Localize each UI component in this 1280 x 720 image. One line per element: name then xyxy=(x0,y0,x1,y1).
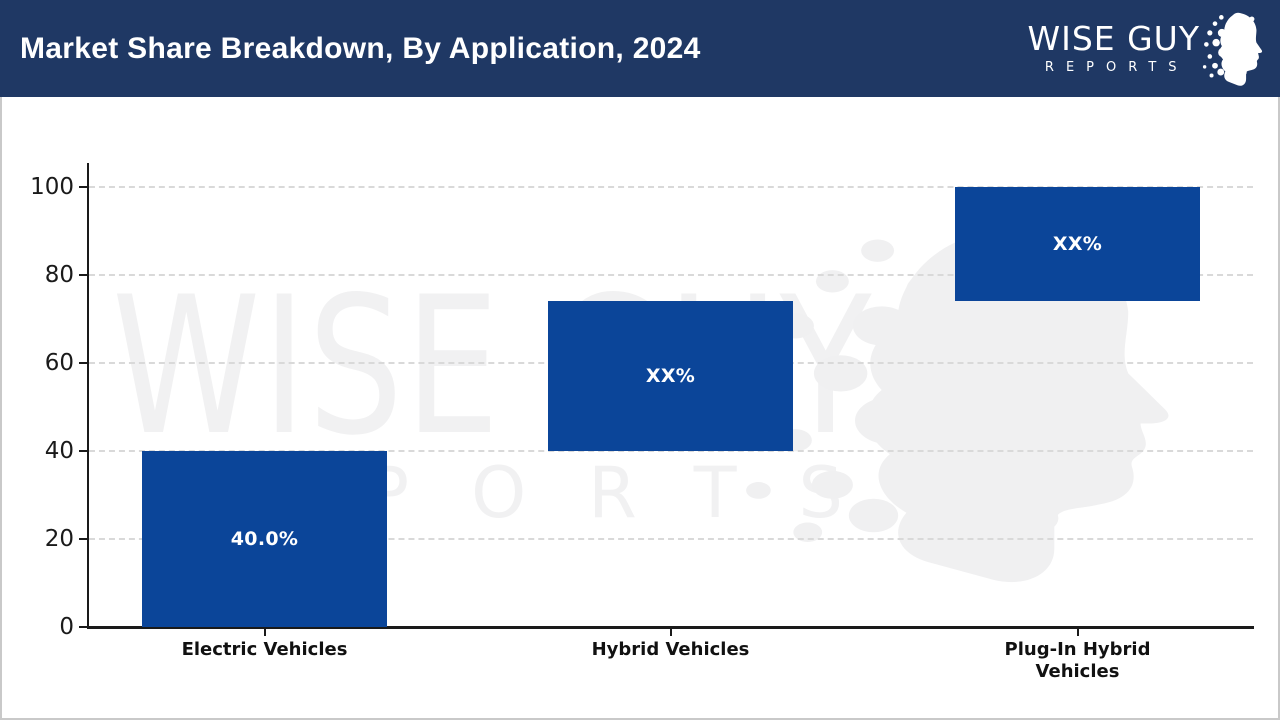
x-category-label-0: Electric Vehicles xyxy=(181,639,348,660)
x-axis-line xyxy=(87,626,1254,629)
gridline-80 xyxy=(89,274,1253,276)
gridline-100 xyxy=(89,186,1253,188)
x-tick-2 xyxy=(1076,629,1079,636)
gridline-20 xyxy=(89,538,1253,540)
y-tick-0 xyxy=(79,626,87,628)
y-tick-label-60: 60 xyxy=(44,350,74,376)
x-tick-1 xyxy=(669,629,672,636)
y-tick-60 xyxy=(79,362,87,364)
y-tick-label-0: 0 xyxy=(59,614,74,640)
brand-logo: WISE GUY REPORTS xyxy=(1027,11,1266,87)
y-axis-line xyxy=(87,163,89,628)
bar-value-label: 40.0% xyxy=(230,528,299,550)
logo-wordmark: WISE GUY xyxy=(1027,19,1200,58)
y-tick-100 xyxy=(79,186,87,188)
y-tick-label-20: 20 xyxy=(44,526,74,552)
logo-subtext: REPORTS xyxy=(1044,60,1189,75)
bar-value-label: XX% xyxy=(1052,233,1103,256)
y-tick-80 xyxy=(79,274,87,276)
y-tick-40 xyxy=(79,450,87,452)
logo-text: WISE GUY REPORTS xyxy=(1027,22,1200,75)
chart-title: Market Share Breakdown, By Application, … xyxy=(20,31,701,65)
bar-plug-in-hybrid-vehicles: XX% xyxy=(955,187,1200,302)
y-tick-label-40: 40 xyxy=(44,438,74,464)
bar-hybrid-vehicles: XX% xyxy=(548,301,793,451)
y-tick-label-80: 80 xyxy=(44,262,74,288)
bar-electric-vehicles: 40.0% xyxy=(142,451,387,627)
logo-head-icon xyxy=(1202,11,1266,87)
y-tick-label-100: 100 xyxy=(30,174,74,200)
x-category-label-1: Hybrid Vehicles xyxy=(591,639,750,660)
y-tick-20 xyxy=(79,538,87,540)
header-bar: Market Share Breakdown, By Application, … xyxy=(0,0,1280,97)
bar-value-label: XX% xyxy=(645,365,696,388)
gridline-40 xyxy=(89,450,1253,452)
x-tick-0 xyxy=(263,629,266,636)
x-category-label-2: Plug-In Hybrid Vehicles xyxy=(1004,639,1151,682)
